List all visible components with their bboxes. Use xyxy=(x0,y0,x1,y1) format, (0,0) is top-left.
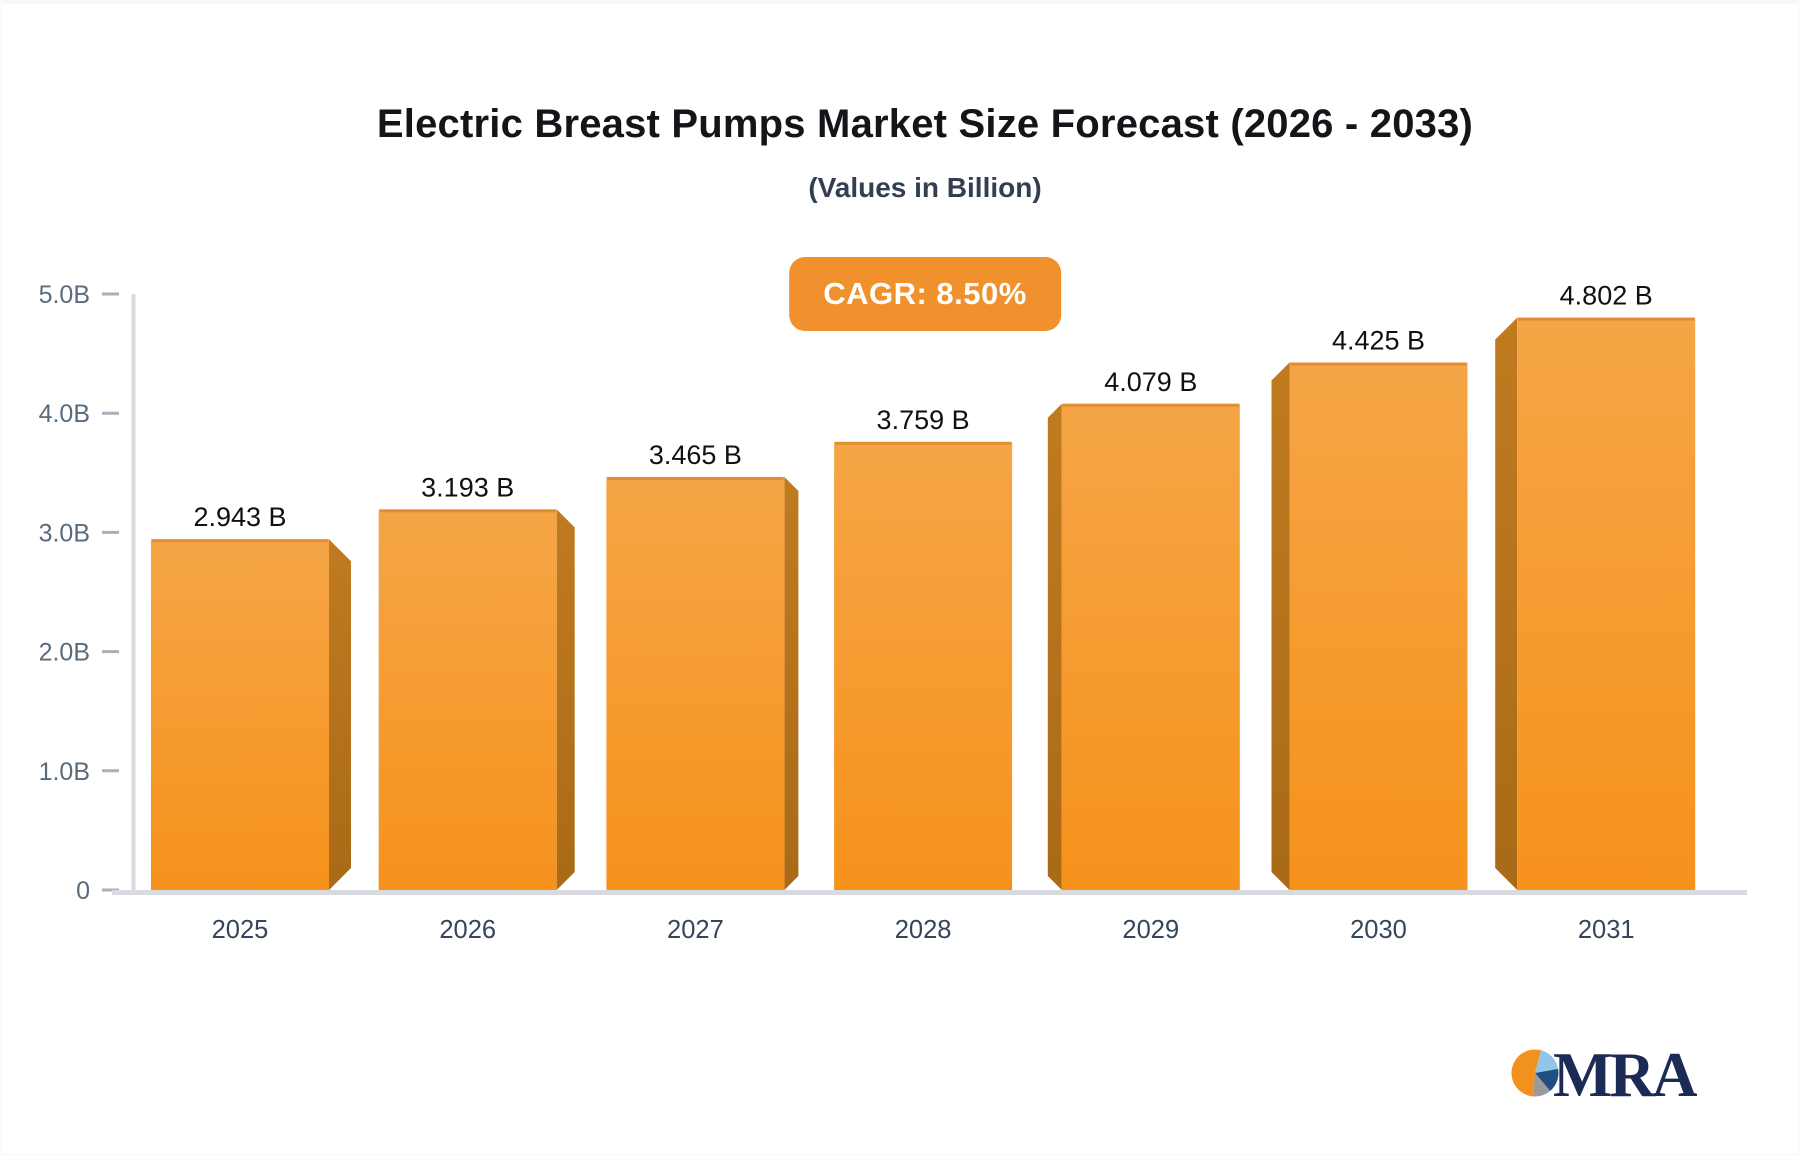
bar-value-label: 2.943 B xyxy=(193,502,286,532)
y-axis-tick-label: 3.0B xyxy=(39,519,90,547)
pie-logo-icon xyxy=(1511,1049,1559,1097)
bar-side-face xyxy=(556,509,575,890)
y-axis-tick-label: 1.0B xyxy=(39,758,90,786)
chart-subtitle: (Values in Billion) xyxy=(808,172,1042,203)
cagr-badge: CAGR: 8.50% xyxy=(789,257,1061,331)
gray-slice xyxy=(1532,1073,1551,1097)
chart-title: Electric Breast Pumps Market Size Foreca… xyxy=(376,102,1474,146)
x-axis-label-2026: 2026 xyxy=(439,916,496,944)
bar-2026[interactable] xyxy=(378,509,575,890)
bar-2025[interactable] xyxy=(151,539,351,890)
sky-slice xyxy=(1535,1050,1559,1073)
bar-side-face xyxy=(1047,403,1062,890)
bar-face xyxy=(606,476,785,890)
bar-face xyxy=(1061,403,1240,890)
bar-2029[interactable] xyxy=(1047,403,1240,890)
bar-value-label: 4.425 B xyxy=(1332,326,1425,356)
y-axis-tick-label: 5.0B xyxy=(39,281,90,309)
logo-text: MRA xyxy=(1553,1040,1698,1110)
bar-side-face xyxy=(1271,362,1290,890)
bar-value-label: 3.465 B xyxy=(649,440,742,470)
x-axis-label-2030: 2030 xyxy=(1350,916,1407,944)
bar-face xyxy=(834,441,1013,890)
x-axis-label-2029: 2029 xyxy=(1122,916,1179,944)
bar-side-face xyxy=(1495,317,1518,891)
bar-face xyxy=(1517,317,1696,891)
bar-value-label: 4.802 B xyxy=(1560,281,1653,311)
bar-value-label: 3.193 B xyxy=(421,472,514,502)
bar-side-face xyxy=(784,476,799,890)
bar-side-face xyxy=(329,539,351,890)
y-axis-tick-label: 0 xyxy=(76,877,90,905)
bar-2030[interactable] xyxy=(1271,362,1468,890)
x-axis-label-2025: 2025 xyxy=(212,916,269,944)
bar-face xyxy=(1289,362,1468,890)
bar-2027[interactable] xyxy=(606,476,799,890)
y-axis-tick-label: 4.0B xyxy=(39,400,90,428)
bar-value-label: 4.079 B xyxy=(1104,367,1197,397)
bar-value-label: 3.759 B xyxy=(877,405,970,435)
mra-logo: MRA xyxy=(1511,1040,1701,1110)
orange-slice xyxy=(1511,1049,1542,1097)
bar-2031[interactable] xyxy=(1495,317,1696,891)
bar-face xyxy=(378,509,557,890)
x-axis-label-2031: 2031 xyxy=(1578,916,1635,944)
bar-face xyxy=(151,539,329,890)
x-axis-label-2028: 2028 xyxy=(895,916,952,944)
x-axis-label-2027: 2027 xyxy=(667,916,724,944)
bar-2028[interactable] xyxy=(834,441,1013,890)
navy-slice xyxy=(1535,1068,1559,1092)
bar-chart-plot: 0 1.0B 2.0B 3.0B 4.0B 5.0B 2.943 B 2025 3.193 B… xyxy=(39,281,1747,944)
y-axis-tick-label: 2.0B xyxy=(39,639,90,667)
